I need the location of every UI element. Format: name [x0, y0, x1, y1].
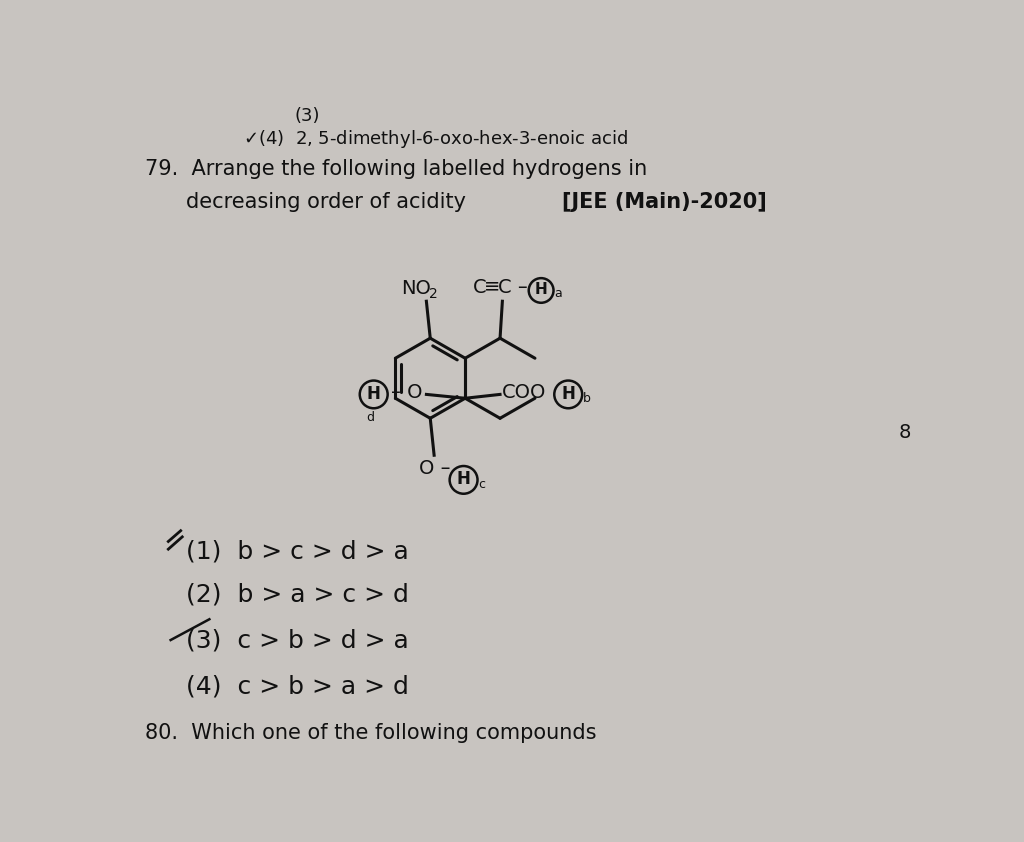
Text: 2: 2 [429, 287, 437, 301]
Text: (1)  b > c > d > a: (1) b > c > d > a [186, 540, 409, 564]
Text: $\checkmark$(4)  2, 5-dimethyl-6-oxo-hex-3-enoic acid: $\checkmark$(4) 2, 5-dimethyl-6-oxo-hex-… [243, 128, 628, 150]
Text: H: H [561, 385, 575, 402]
Text: 80.  Which one of the following compounds: 80. Which one of the following compounds [145, 723, 597, 743]
Text: [JEE (Main)-2020]: [JEE (Main)-2020] [562, 192, 767, 212]
Text: C: C [473, 279, 486, 297]
Text: (3)  c > b > d > a: (3) c > b > d > a [186, 628, 409, 653]
Text: d: d [367, 412, 375, 424]
Text: 8: 8 [898, 423, 910, 442]
Text: c: c [478, 477, 485, 491]
Text: – O: – O [391, 382, 423, 402]
Text: a: a [554, 287, 562, 301]
Text: (2)  b > a > c > d: (2) b > a > c > d [186, 583, 409, 606]
Text: H: H [367, 385, 381, 402]
Text: C –: C – [498, 279, 527, 297]
Text: H: H [535, 282, 548, 297]
Text: decreasing order of acidity: decreasing order of acidity [186, 192, 466, 212]
Text: b: b [583, 392, 591, 405]
Text: COO: COO [503, 382, 547, 402]
Text: (3): (3) [295, 107, 321, 125]
Text: ≡: ≡ [483, 276, 500, 295]
Text: NO: NO [401, 280, 431, 298]
Text: (4)  c > b > a > d: (4) c > b > a > d [186, 674, 409, 699]
Text: O –: O – [419, 459, 451, 478]
Text: H: H [457, 470, 470, 488]
Text: 79.  Arrange the following labelled hydrogens in: 79. Arrange the following labelled hydro… [145, 159, 647, 179]
